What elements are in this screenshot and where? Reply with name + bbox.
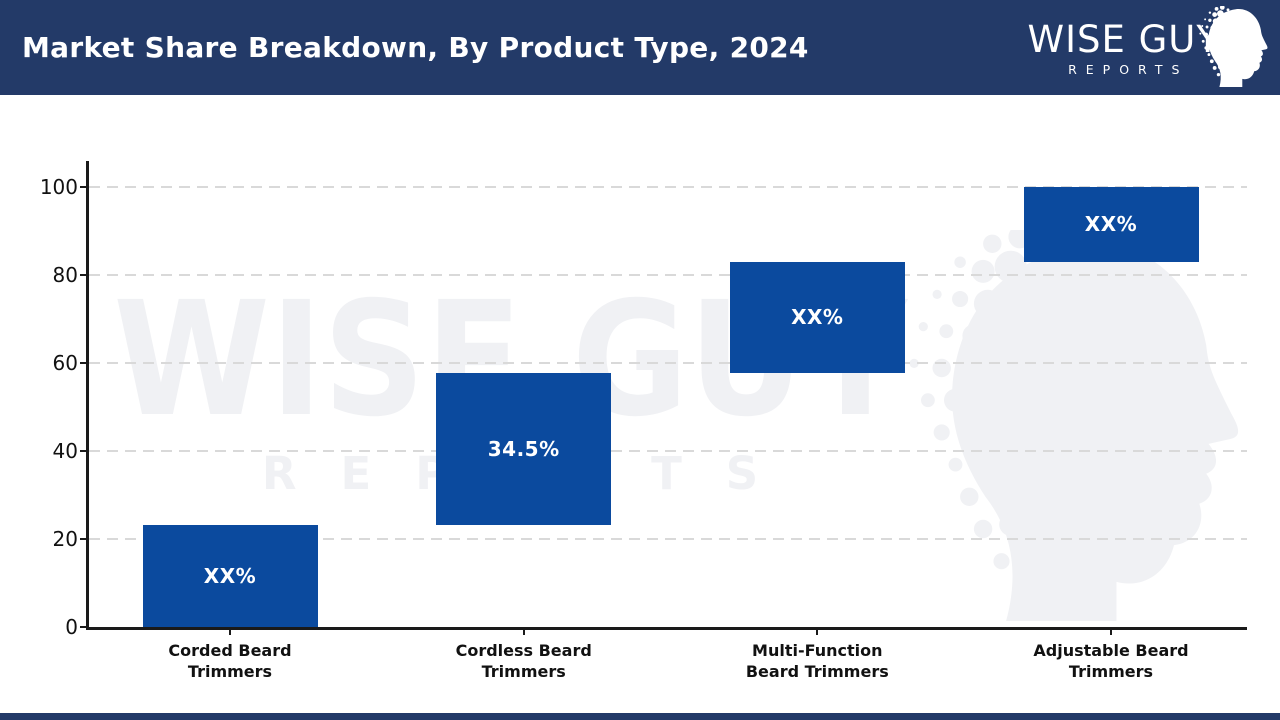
brand-text: WISE GUY REPORTS: [1028, 21, 1220, 77]
x-category-label: Cordless Beard Trimmers: [455, 641, 592, 681]
y-tick: [80, 274, 87, 276]
bar: XX%: [142, 524, 318, 627]
watermark-head-icon: [845, 225, 1250, 625]
y-tick: [80, 186, 87, 188]
x-category-label: Multi-Function Beard Trimmers: [745, 641, 889, 681]
dotted-head-logo-icon: [1186, 5, 1270, 91]
y-tick: [80, 450, 87, 452]
bar: XX%: [1023, 187, 1199, 262]
brand-name: WISE GUY: [1027, 17, 1220, 61]
x-tick: [229, 627, 231, 635]
gridline: [89, 538, 1247, 540]
chart-area: 0 20 40 60 80 100 XX% 34.5% XX% XX% Corded Beard T…: [0, 95, 1280, 720]
y-tick-label: 0: [65, 615, 78, 639]
bar-value-label: XX%: [1084, 212, 1138, 237]
y-tick: [80, 538, 87, 540]
x-tick: [522, 627, 525, 635]
bar-value-label: XX%: [203, 563, 257, 588]
y-tick-label: 100: [39, 175, 78, 199]
gridline: [89, 362, 1247, 364]
y-tick-label: 20: [52, 527, 78, 551]
y-axis: [86, 160, 89, 629]
y-tick: [80, 626, 87, 628]
bar-value-label: XX%: [791, 305, 844, 330]
x-tick: [816, 627, 819, 635]
bar-value-label: 34.5%: [487, 437, 560, 461]
x-category-label: Corded Beard Trimmers: [168, 641, 292, 681]
footer-bar: [0, 713, 1280, 720]
page-header: Market Share Breakdown, By Product Type,…: [0, 0, 1280, 95]
brand-logo: WISE GUY REPORTS: [1028, 5, 1270, 91]
page-title: Market Share Breakdown, By Product Type,…: [22, 31, 809, 64]
y-tick-label: 40: [52, 439, 78, 463]
brand-sub: REPORTS: [1068, 61, 1189, 77]
y-tick-label: 80: [52, 263, 78, 287]
gridline: [89, 186, 1247, 188]
x-axis: [86, 627, 1247, 630]
bar: XX%: [729, 261, 905, 374]
gridline: [89, 274, 1247, 276]
x-tick: [1110, 627, 1112, 635]
x-category-label: Adjustable Beard Trimmers: [1033, 641, 1189, 681]
gridline: [89, 450, 1247, 452]
y-tick: [80, 362, 87, 364]
y-tick-label: 60: [52, 351, 78, 375]
bar: 34.5%: [436, 373, 612, 525]
